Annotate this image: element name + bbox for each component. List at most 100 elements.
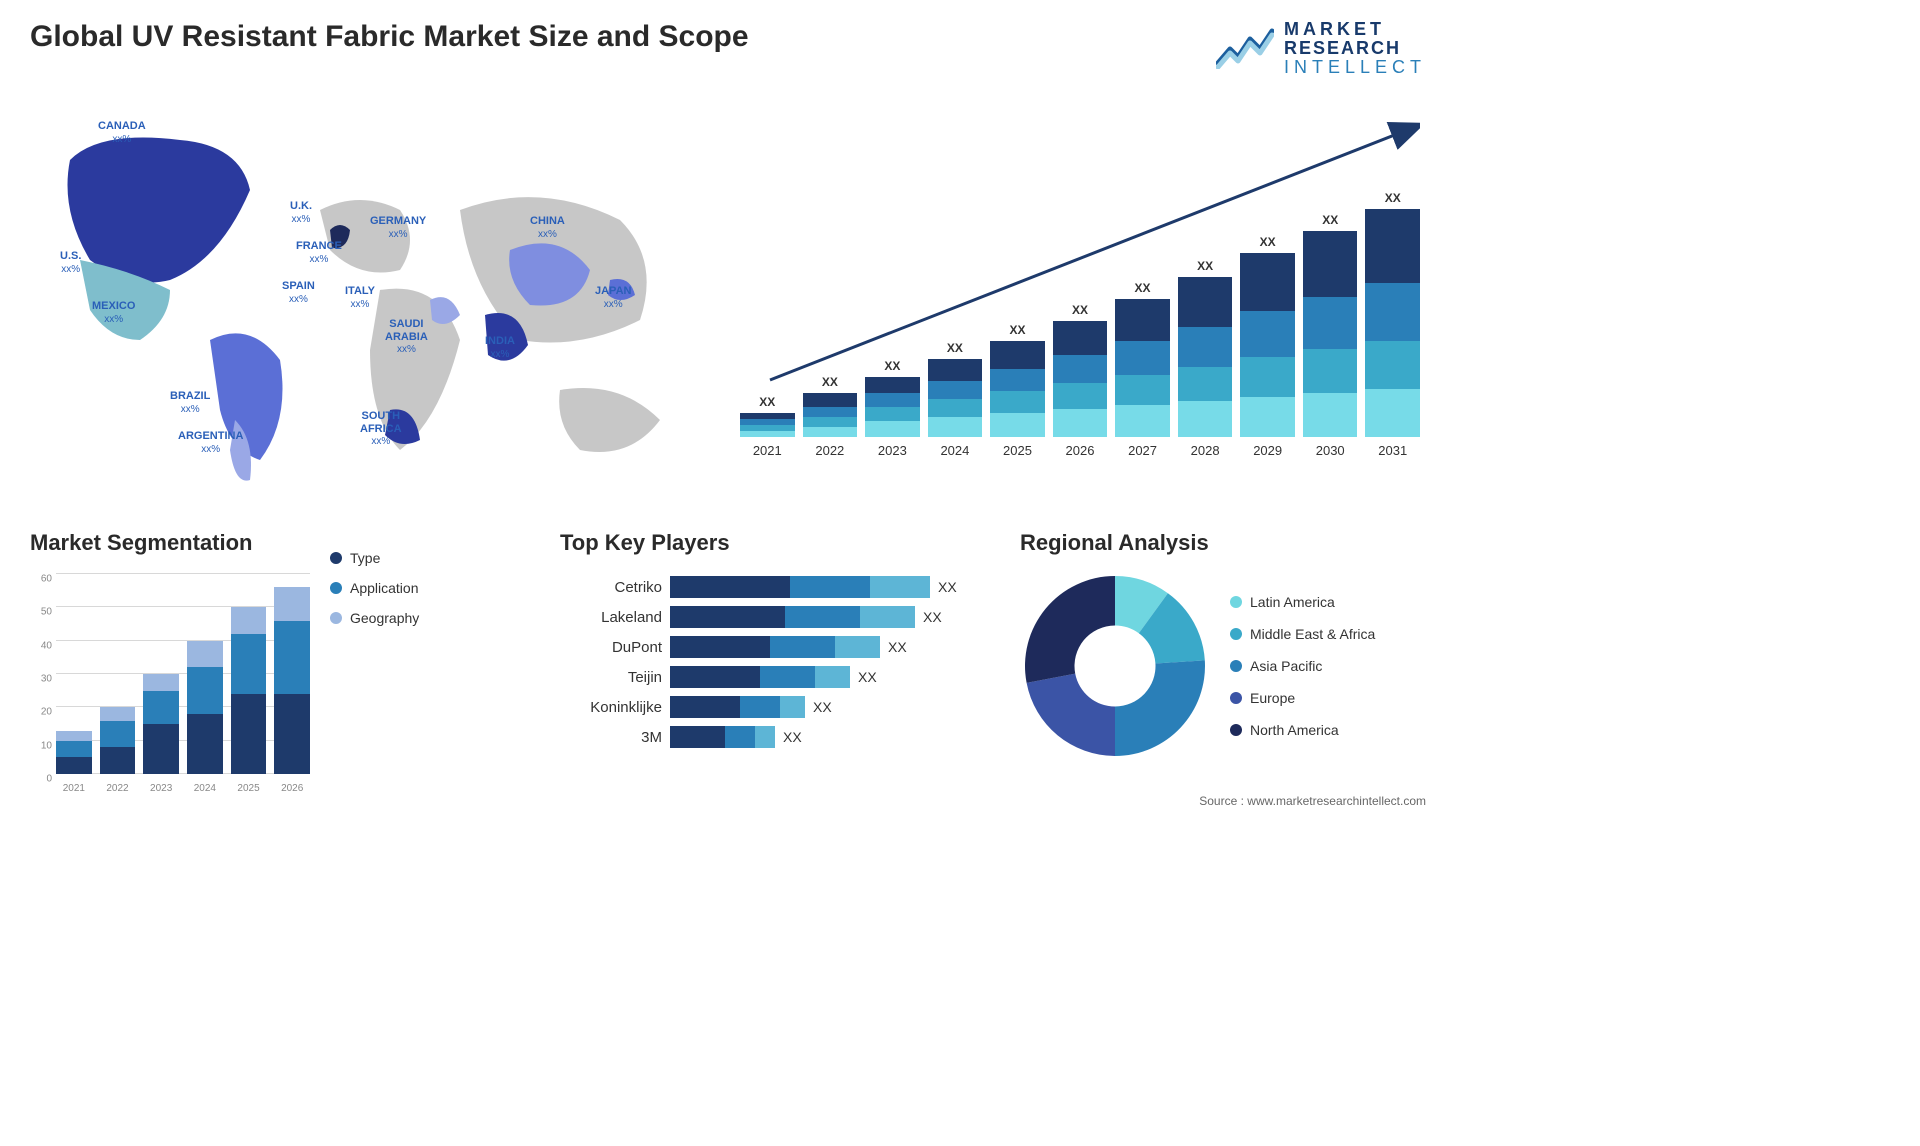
axis-tick-label: 2023 [143,783,179,794]
player-value-label: XX [858,669,877,685]
growth-bar: XX 2022 [803,375,858,458]
map-country-label: GERMANYxx% [370,215,426,240]
axis-tick-label: 30 [41,674,52,685]
growth-bar-value-label: XX [1197,259,1213,273]
map-country-label: SOUTHAFRICAxx% [360,410,402,448]
growth-bar: XX2030 [1303,213,1358,458]
player-bar [670,726,775,748]
axis-tick-label: 2024 [187,783,223,794]
growth-bar: XX2024 [928,341,983,458]
growth-bar-year-label: 2021 [753,443,782,458]
legend-item: North America [1230,722,1375,738]
segmentation-bar [187,641,223,774]
axis-tick-label: 10 [41,740,52,751]
player-bar [670,636,880,658]
players-title: Top Key Players [560,530,1000,556]
growth-bar: XX2028 [1178,259,1233,458]
logo-mark-icon [1216,27,1274,69]
player-row: Teijin XX [560,666,1000,688]
axis-tick-label: 2026 [274,783,310,794]
segmentation-bar [56,731,92,774]
map-country-label: ARGENTINAxx% [178,430,243,455]
growth-bar-value-label: XX [1385,191,1401,205]
logo-line-3: INTELLECT [1284,58,1426,77]
key-players-panel: Top Key Players CetrikoXXLakelandXXDuPon… [560,530,1000,748]
logo-line-2: RESEARCH [1284,39,1426,58]
growth-bar-value-label: XX [884,359,900,373]
donut-slice [1115,660,1205,756]
world-map-panel: CANADAxx% U.S.xx% MEXICOxx% BRAZILxx% ARGENT… [20,90,700,500]
growth-bar: XX 2021 [740,395,795,458]
segmentation-legend: Type Application Geography [330,550,419,626]
growth-bar-chart: XX2021XX2022XX2023XX2024XX2025XX2026XX20… [740,100,1420,480]
axis-tick-label: 2022 [100,783,136,794]
growth-bar-value-label: XX [1072,303,1088,317]
legend-item: Application [330,580,419,596]
axis-tick-label: 2025 [231,783,267,794]
growth-bar: XX 2027 [1115,281,1170,458]
growth-bar-year-label: 2027 [1128,443,1157,458]
player-row: DuPontXX [560,636,1000,658]
growth-bar-value-label: XX [759,395,775,409]
legend-item: Middle East & Africa [1230,626,1375,642]
player-name-label: Cetriko [560,579,670,596]
player-name-label: Teijin [560,669,670,686]
axis-tick-label: 50 [41,607,52,618]
axis-tick-label: 60 [41,574,52,585]
legend-item: Asia Pacific [1230,658,1375,674]
regional-donut-chart [1020,571,1210,761]
axis-tick-label: 40 [41,640,52,651]
map-country-label: SAUDIARABIAxx% [385,318,428,356]
map-country-label: CHINAxx% [530,215,565,240]
growth-bar: XX2029 [1240,235,1295,458]
segmentation-bar-chart: 0102030405060 202120222023202420252026 [30,574,310,794]
player-row: KoninklijkeXX [560,696,1000,718]
page-title: Global UV Resistant Fabric Market Size a… [30,20,749,54]
player-row: Lakeland XX [560,606,1000,628]
growth-bar-value-label: XX [947,341,963,355]
legend-item: Type [330,550,419,566]
map-country-label: JAPANxx% [595,285,631,310]
map-country-label: MEXICOxx% [92,300,135,325]
player-name-label: Koninklijke [560,699,670,716]
growth-bar-year-label: 2029 [1253,443,1282,458]
growth-bar-year-label: 2025 [1003,443,1032,458]
player-value-label: XX [783,729,802,745]
growth-bar-value-label: XX [1135,281,1151,295]
player-value-label: XX [888,639,907,655]
map-country-label: CANADAxx% [98,120,146,145]
player-name-label: 3M [560,729,670,746]
growth-bar: XX 2023 [865,359,920,458]
segmentation-bar [100,707,136,774]
player-value-label: XX [923,609,942,625]
player-bar [670,696,805,718]
regional-legend: Latin America Middle East & Africa Asia Pa… [1230,594,1375,738]
market-segmentation-panel: Market Segmentation 0102030405060 202120… [30,530,480,794]
growth-bar: XX 2026 [1053,303,1108,458]
player-name-label: Lakeland [560,609,670,626]
legend-item: Geography [330,610,419,626]
map-country-label: U.S.xx% [60,250,81,275]
map-country-label: INDIAxx% [485,335,515,360]
map-country-label: U.K.xx% [290,200,312,225]
growth-bar-year-label: 2031 [1378,443,1407,458]
legend-item: Latin America [1230,594,1375,610]
segmentation-bar [274,587,310,774]
map-country-label: SPAINxx% [282,280,315,305]
growth-bar-value-label: XX [822,375,838,389]
donut-slice [1025,576,1115,683]
axis-tick-label: 2021 [56,783,92,794]
segmentation-bar [231,607,267,774]
growth-bar-year-label: 2022 [815,443,844,458]
growth-bar: XX 2025 [990,323,1045,458]
axis-tick-label: 0 [46,774,52,785]
map-country-label: BRAZILxx% [170,390,210,415]
map-country-label: ITALYxx% [345,285,375,310]
regional-analysis-panel: Regional Analysis Latin AmericaMiddle Ea… [1020,530,1430,761]
player-bar [670,666,850,688]
growth-bar-year-label: 2023 [878,443,907,458]
brand-logo: MARKET RESEARCH INTELLECT [1216,20,1426,77]
growth-bar-year-label: 2030 [1316,443,1345,458]
growth-bar-value-label: XX [1009,323,1025,337]
growth-bar-year-label: 2026 [1066,443,1095,458]
